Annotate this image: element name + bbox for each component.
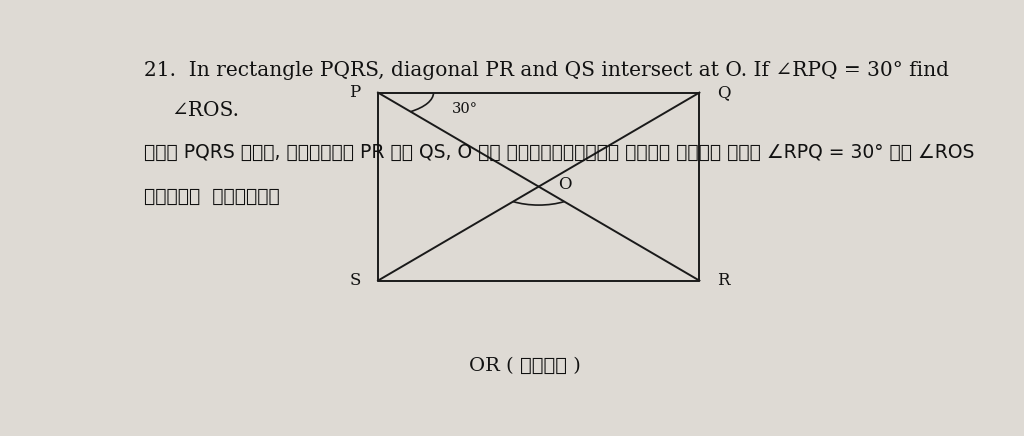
Text: Q: Q <box>717 84 730 101</box>
Text: P: P <box>349 84 360 101</box>
Text: S: S <box>349 272 360 289</box>
Text: आयत PQRS में, विकर्ण PR और QS, O पर प्रतिच्छेद करते हैं। यदि ∠RPQ = 30° तो ∠ROS: आयत PQRS में, विकर्ण PR और QS, O पर प्रत… <box>143 143 974 162</box>
Text: R: R <box>717 272 729 289</box>
Text: ज्ञात  कीजिए।: ज्ञात कीजिए। <box>143 187 280 206</box>
Text: O: O <box>558 177 572 194</box>
Text: 30°: 30° <box>453 102 478 116</box>
Text: ∠ROS.: ∠ROS. <box>172 101 240 120</box>
Text: 21.  In rectangle PQRS, diagonal PR and QS intersect at O. If ∠RPQ = 30° find: 21. In rectangle PQRS, diagonal PR and Q… <box>143 61 949 80</box>
Text: OR ( अथवा ): OR ( अथवा ) <box>469 357 581 375</box>
